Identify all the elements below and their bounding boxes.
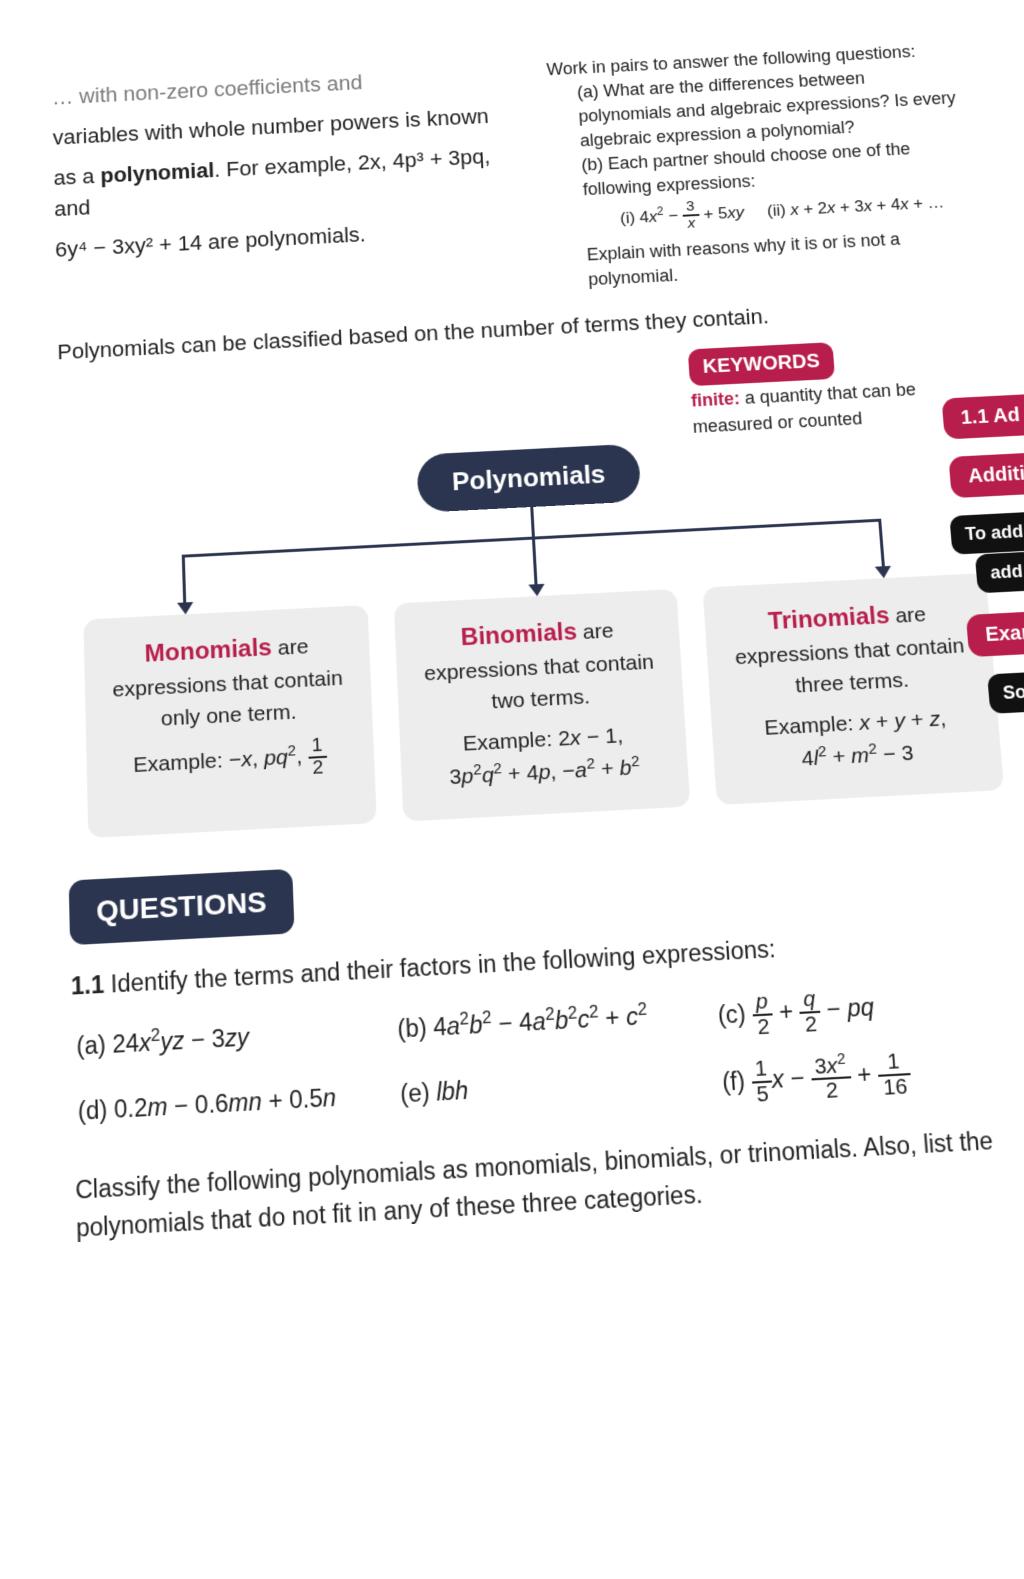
intro-pre: as a bbox=[53, 164, 100, 190]
card-title-2: Trinomials bbox=[767, 602, 890, 635]
card-binomials: Binomials are expressions that contain t… bbox=[393, 589, 690, 822]
edge-tab-4: add a bbox=[975, 551, 1024, 594]
polynomial-diagram: Polynomials Monomials are expressions th… bbox=[60, 425, 1024, 839]
edge-tab-3: To add t bbox=[950, 511, 1024, 555]
card-title-1: Binomials bbox=[460, 618, 578, 651]
card-trinomials: Trinomials are expressions that contain … bbox=[703, 573, 1004, 805]
card-are-1: are bbox=[576, 619, 614, 644]
intro-line-2: as a polynomial. For example, 2x, 4p³ + … bbox=[53, 140, 515, 225]
keywords-term: finite: bbox=[690, 388, 740, 410]
card-monomials: Monomials are expressions that contain o… bbox=[83, 605, 376, 838]
ex-label-2: Example: bbox=[764, 711, 861, 739]
ii-label: (ii) bbox=[766, 200, 786, 219]
edge-tab-1: 1.1 Ad bbox=[941, 394, 1024, 440]
ex-label-0: Example: bbox=[133, 749, 229, 777]
ex-label-1: Example: bbox=[462, 727, 558, 755]
i-label: (i) bbox=[620, 208, 636, 227]
questions-heading: QUESTIONS bbox=[69, 869, 295, 945]
edge-tab-5: Exam bbox=[965, 610, 1024, 657]
card-title-0: Monomials bbox=[144, 634, 272, 668]
edge-tab-6: Solut bbox=[987, 671, 1024, 714]
edge-tab-2: Additi bbox=[949, 452, 1024, 498]
card-are-2: are bbox=[889, 603, 927, 628]
keywords-head: KEYWORDS bbox=[688, 342, 835, 386]
polynomial-word: polynomial bbox=[100, 158, 215, 187]
card-ex-0: Example: −x, pq2, 12 bbox=[109, 734, 352, 789]
q1-num: 1.1 bbox=[71, 971, 105, 1000]
card-are-0: are bbox=[271, 635, 309, 660]
